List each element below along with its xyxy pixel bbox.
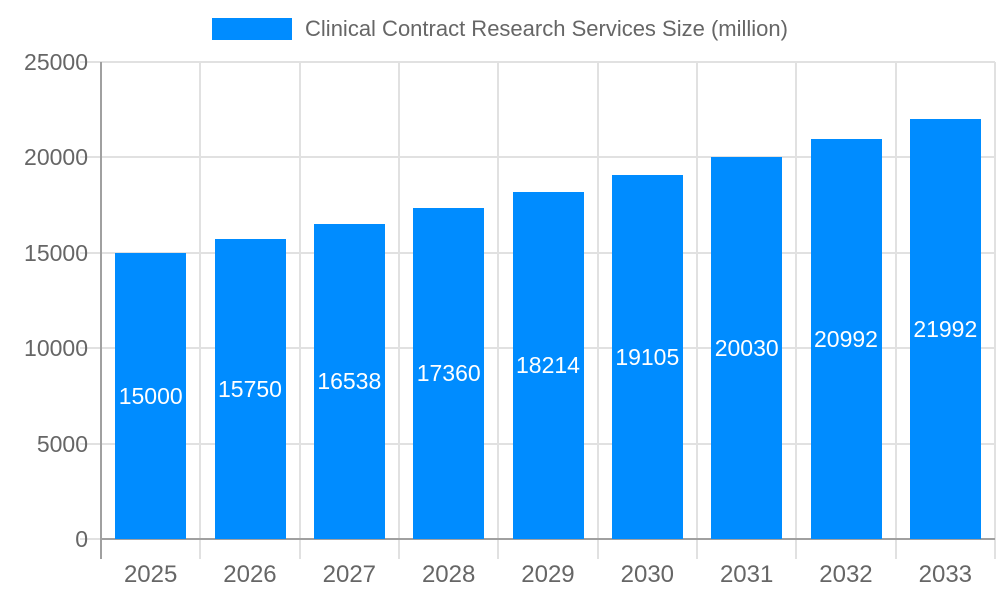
y-axis-line [100, 62, 102, 559]
x-tick-label: 2027 [322, 561, 377, 588]
v-gridline [199, 62, 202, 559]
bar-value-label: 20992 [814, 325, 878, 352]
bar-value-label: 15000 [118, 382, 183, 409]
bar[interactable]: 16538 [313, 223, 385, 539]
v-gridline [894, 62, 897, 559]
y-tick-label: 25000 [24, 49, 88, 75]
y-tick-label: 5000 [36, 430, 88, 457]
x-tick-label: 2029 [521, 561, 575, 588]
bar[interactable]: 20992 [810, 138, 882, 539]
bar-value-label: 15750 [218, 375, 282, 402]
x-tick-label: 2026 [223, 561, 277, 588]
v-gridline [596, 62, 599, 559]
v-gridline [497, 62, 500, 559]
bar[interactable]: 15000 [115, 252, 187, 539]
bar[interactable]: 18214 [512, 191, 584, 539]
v-gridline [696, 62, 698, 559]
legend-swatch [212, 18, 293, 40]
h-gridline [80, 61, 995, 63]
bar[interactable]: 21992 [909, 119, 981, 539]
bar[interactable]: 15750 [214, 238, 286, 539]
bar-value-label: 20030 [714, 334, 779, 361]
v-gridline [398, 62, 400, 559]
y-tick-label: 0 [75, 526, 88, 552]
bar[interactable]: 20030 [711, 156, 783, 539]
x-tick-label: 2025 [123, 561, 178, 588]
x-axis-line [100, 538, 995, 540]
x-tick-label: 2031 [719, 561, 774, 588]
bar-value-label: 21992 [913, 316, 978, 343]
v-gridline [298, 62, 301, 559]
h-gridline [80, 156, 995, 159]
bar-value-label: 19105 [615, 343, 680, 370]
y-tick-label: 10000 [24, 335, 88, 362]
x-tick-label: 2030 [620, 561, 675, 588]
x-tick-label: 2032 [819, 561, 873, 588]
bar[interactable]: 19105 [611, 174, 683, 539]
v-gridline [795, 62, 798, 559]
chart-legend[interactable]: Clinical Contract Research Services Size… [0, 16, 1000, 42]
x-tick-label: 2028 [421, 561, 476, 588]
bar-value-label: 16538 [317, 368, 382, 395]
bar[interactable]: 17360 [413, 207, 485, 539]
legend-label: Clinical Contract Research Services Size… [305, 16, 788, 41]
bar-value-label: 17360 [416, 360, 481, 387]
y-tick-label: 20000 [24, 144, 88, 171]
y-tick-label: 15000 [24, 239, 88, 266]
bar-value-label: 18214 [516, 352, 580, 379]
v-gridline [994, 62, 996, 559]
x-tick-label: 2033 [918, 561, 973, 588]
